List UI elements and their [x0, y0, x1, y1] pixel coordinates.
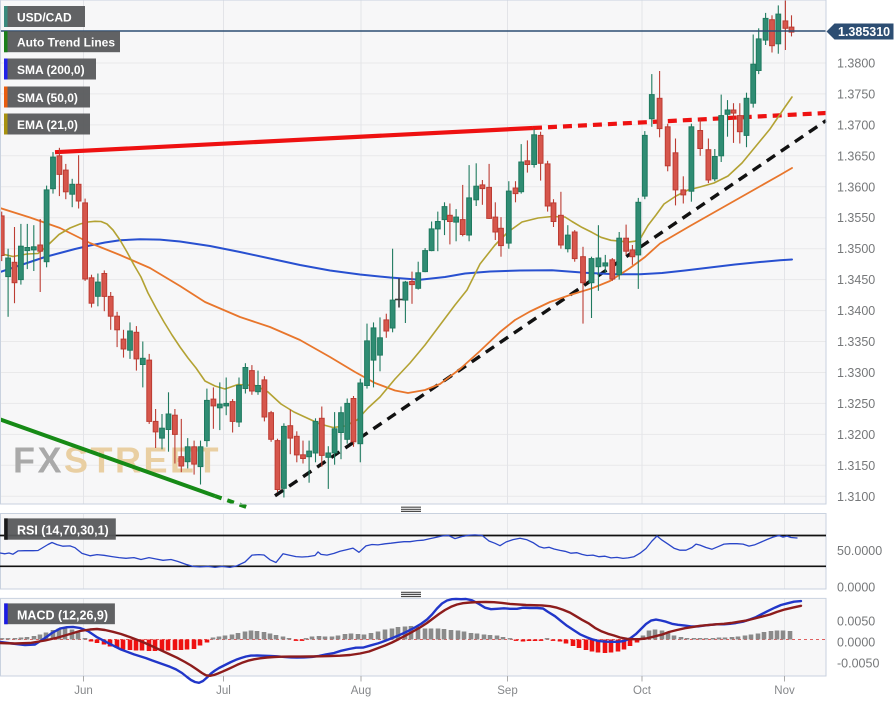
svg-text:1.3500: 1.3500 [837, 242, 875, 256]
svg-text:1.3450: 1.3450 [837, 273, 875, 287]
svg-text:1.3350: 1.3350 [837, 335, 875, 349]
svg-text:1.3650: 1.3650 [837, 149, 875, 163]
svg-text:Auto Trend Lines: Auto Trend Lines [17, 36, 115, 50]
svg-text:1.385310: 1.385310 [838, 25, 890, 39]
svg-text:1.3150: 1.3150 [837, 459, 875, 473]
svg-text:SMA (50,0): SMA (50,0) [17, 91, 78, 105]
svg-text:Oct: Oct [633, 685, 652, 697]
svg-text:0.0000: 0.0000 [837, 636, 875, 650]
svg-text:RSI (14,70,30,1): RSI (14,70,30,1) [17, 524, 109, 538]
svg-text:-0.0050: -0.0050 [837, 657, 879, 671]
svg-text:1.3550: 1.3550 [837, 211, 875, 225]
svg-text:MACD (12,26,9): MACD (12,26,9) [17, 608, 108, 622]
svg-text:1.3700: 1.3700 [837, 118, 875, 132]
svg-text:1.3600: 1.3600 [837, 180, 875, 194]
svg-text:Aug: Aug [351, 685, 371, 697]
svg-text:Jun: Jun [74, 685, 93, 697]
svg-text:SMA (200,0): SMA (200,0) [17, 63, 85, 77]
svg-text:0.0000: 0.0000 [837, 581, 875, 595]
svg-text:EMA (21,0): EMA (21,0) [17, 118, 78, 132]
svg-text:1.3100: 1.3100 [837, 490, 875, 504]
svg-text:Sep: Sep [497, 685, 517, 697]
svg-text:1.3750: 1.3750 [837, 87, 875, 101]
svg-text:50.0000: 50.0000 [837, 544, 882, 558]
svg-text:Nov: Nov [774, 685, 795, 697]
svg-text:1.3400: 1.3400 [837, 304, 875, 318]
svg-text:1.3300: 1.3300 [837, 366, 875, 380]
svg-text:1.3800: 1.3800 [837, 57, 875, 71]
svg-text:1.3200: 1.3200 [837, 428, 875, 442]
svg-text:Jul: Jul [216, 685, 231, 697]
svg-text:0.0050: 0.0050 [837, 615, 875, 629]
svg-text:USD/CAD: USD/CAD [17, 11, 72, 25]
svg-text:1.3250: 1.3250 [837, 397, 875, 411]
